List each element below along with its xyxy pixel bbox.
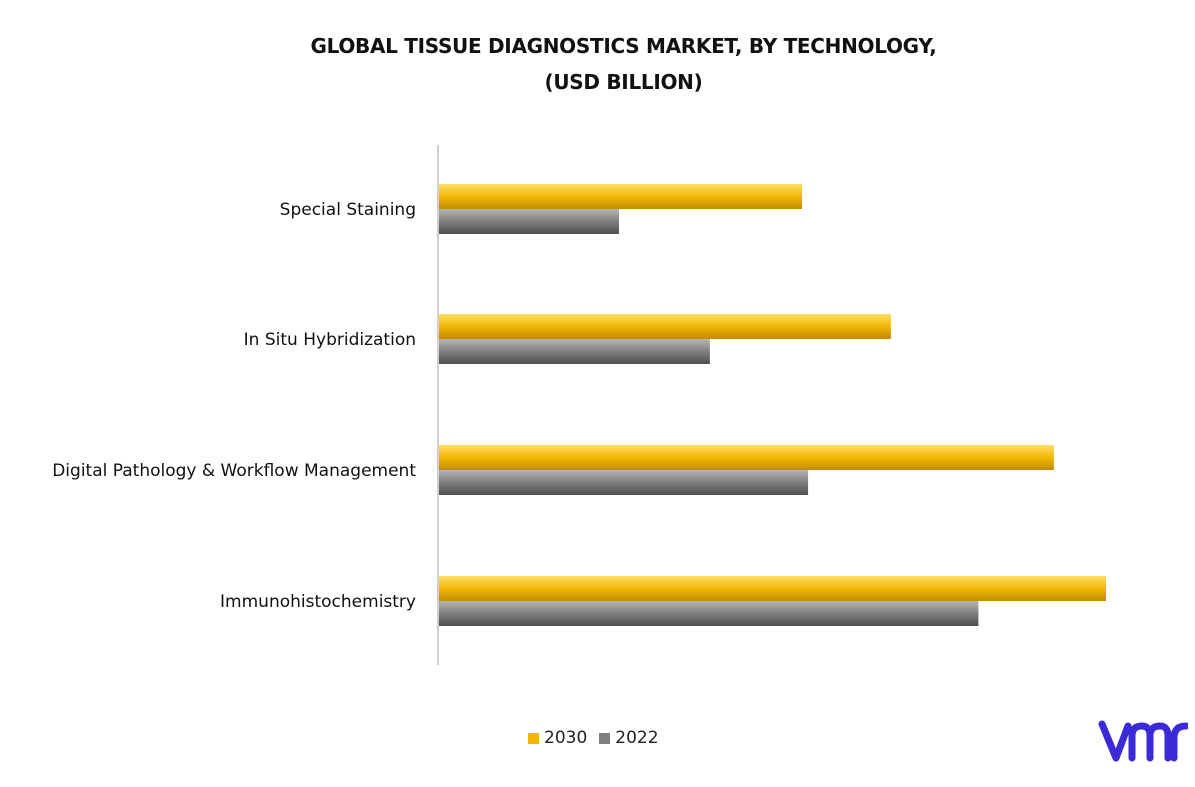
legend-item-2022: 2022 <box>599 728 659 748</box>
category-label-1: In Situ Hybridization <box>244 330 416 350</box>
bar-2022-3 <box>439 601 979 626</box>
legend-label-2030: 2030 <box>544 728 588 748</box>
bar-2030-3 <box>439 576 1106 601</box>
bar-2030-0 <box>439 184 803 209</box>
chart-title-line-2: (USD BILLION) <box>544 70 703 94</box>
vmr-logo: vmr <box>1098 720 1188 762</box>
legend-swatch-2022 <box>599 732 611 744</box>
chart-legend: 2030 2022 <box>528 728 671 748</box>
legend-item-2030: 2030 <box>528 728 587 748</box>
category-label-0: Special Staining <box>280 200 416 220</box>
category-label-3: Immunohistochemistry <box>220 592 416 612</box>
bar-2022-1 <box>439 339 710 364</box>
category-label-2: Digital Pathology & Workflow Management <box>52 461 416 481</box>
bar-2030-2 <box>439 445 1054 470</box>
bar-2030-1 <box>439 314 891 339</box>
legend-swatch-2030 <box>528 732 539 744</box>
chart-title-line-1: GLOBAL TISSUE DIAGNOSTICS MARKET, BY TEC… <box>310 34 937 58</box>
chart-title: GLOBAL TISSUE DIAGNOSTICS MARKET, BY TEC… <box>0 28 1195 100</box>
bar-2022-2 <box>439 470 809 495</box>
legend-label-2022: 2022 <box>615 728 659 748</box>
bar-2022-0 <box>439 209 620 234</box>
